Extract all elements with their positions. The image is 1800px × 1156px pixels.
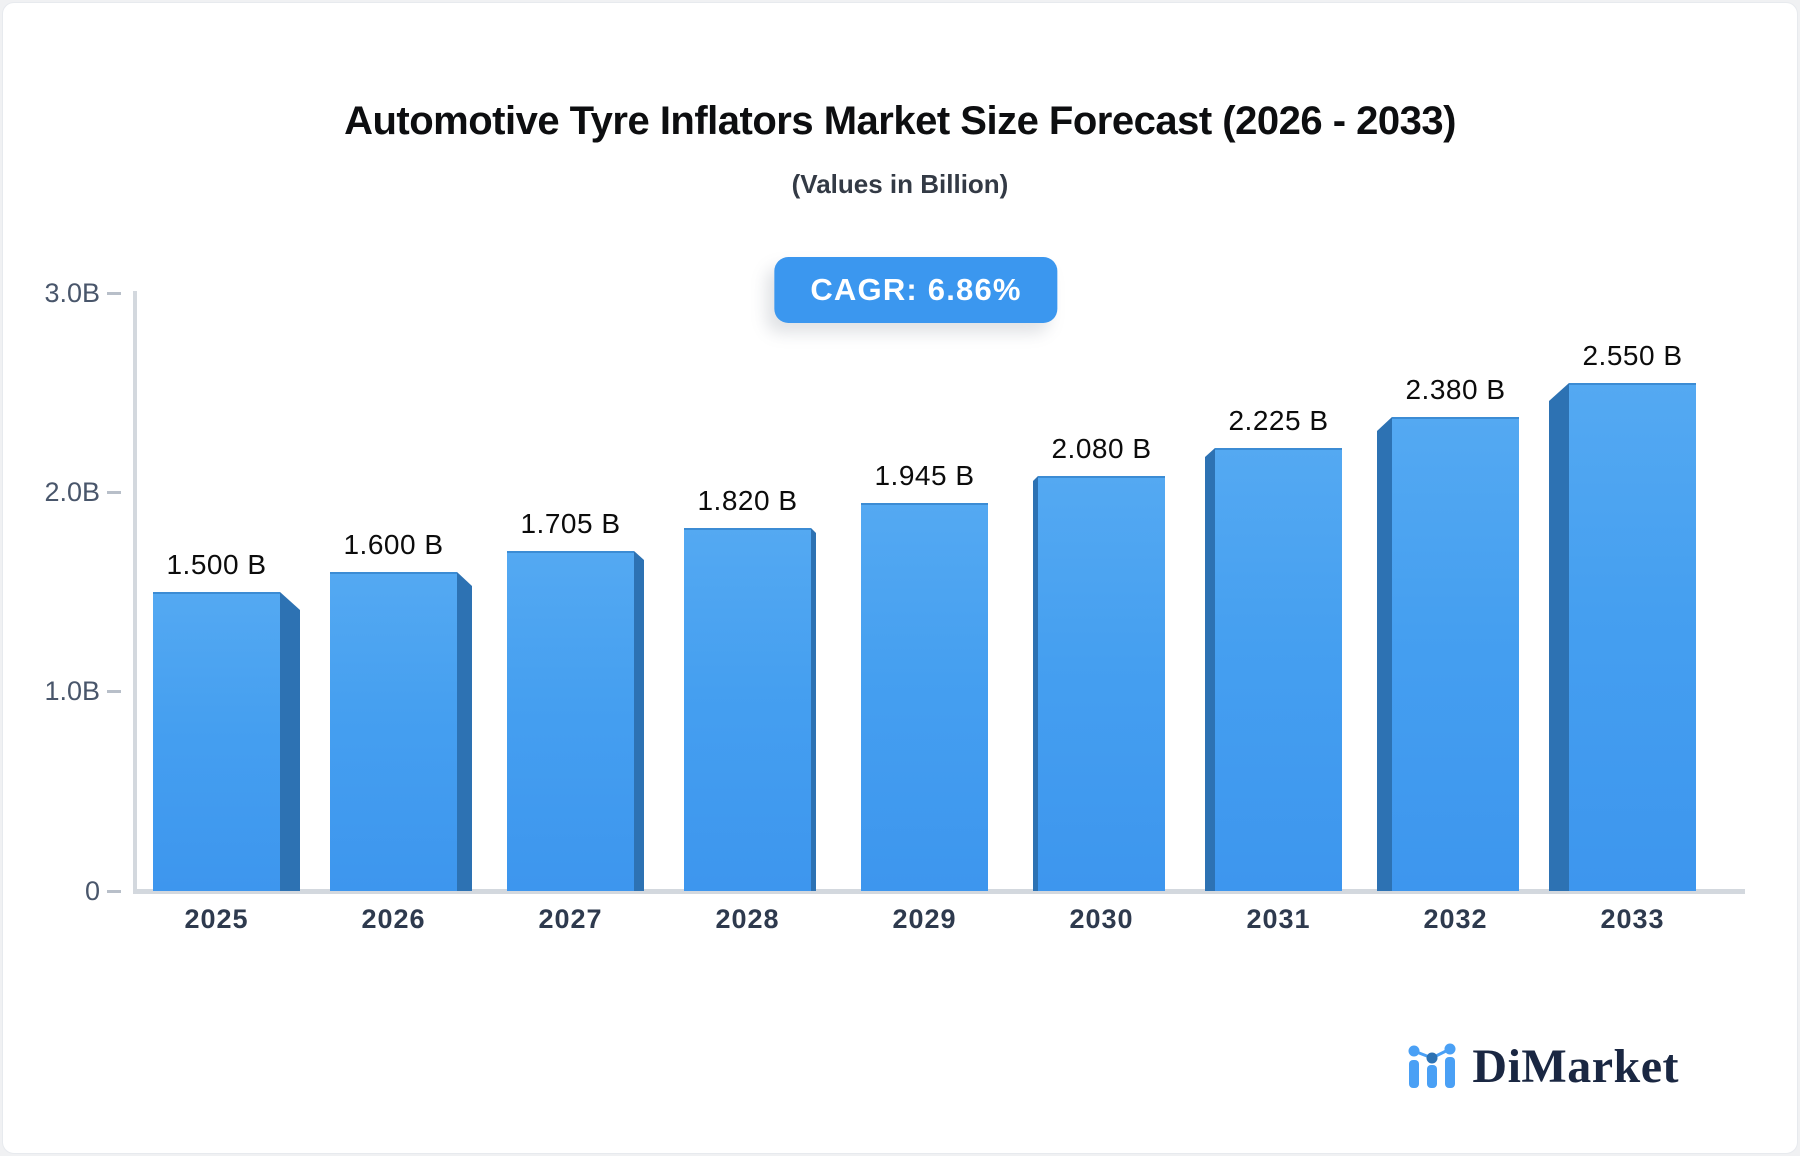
bar-2028 [684, 528, 811, 891]
bar-value-label-2033: 2.550 B [1582, 340, 1683, 371]
bar-side-2025 [280, 592, 300, 891]
bar-2033 [1569, 383, 1696, 891]
chart-title: Automotive Tyre Inflators Market Size Fo… [344, 99, 1456, 143]
bar-2030 [1038, 476, 1165, 891]
brand-logo-text: DiMarket [1472, 1040, 1679, 1093]
bar-side-2028 [811, 528, 816, 891]
bar-value-label-2032: 2.380 B [1405, 374, 1506, 405]
cagr-badge: CAGR: 6.86% [774, 257, 1058, 323]
bar-side-2031 [1205, 448, 1215, 891]
bar-value-label-2025: 1.500 B [166, 549, 267, 580]
x-axis-label-2025: 2025 [184, 904, 249, 934]
x-axis-label-2027: 2027 [538, 904, 603, 934]
bar-2026 [330, 572, 457, 891]
x-axis-label-2028: 2028 [715, 904, 780, 934]
brand-logo: DiMarket [1406, 1039, 1679, 1094]
bar-2025 [153, 592, 280, 891]
bar-value-label-2026: 1.600 B [343, 529, 444, 560]
dimarket-logo-icon [1408, 1043, 1456, 1088]
bar-side-2033 [1549, 383, 1569, 891]
y-tick-label-2.0B: 2.0B [44, 476, 100, 507]
y-tick-0 [107, 889, 121, 893]
x-axis-label-2026: 2026 [361, 904, 426, 934]
bar-value-label-2028: 1.820 B [697, 485, 798, 516]
y-tick-label-3.0B: 3.0B [44, 277, 100, 308]
bar-chart-plot-area: 3.0B 2.0B 1.0B 0 1.500 B 2025 1.600 B 2026 1.705… [3, 3, 1797, 1153]
y-tick-1.0B [107, 690, 121, 694]
bar-value-label-2029: 1.945 B [874, 460, 975, 491]
bar-2031 [1215, 448, 1342, 891]
x-axis-label-2032: 2032 [1423, 904, 1488, 934]
y-axis-line [133, 291, 137, 891]
bar-2032 [1392, 417, 1519, 891]
bar-value-label-2030: 2.080 B [1051, 433, 1152, 464]
bar-side-2032 [1377, 417, 1392, 891]
x-axis-line [133, 889, 1745, 894]
bar-value-label-2027: 1.705 B [520, 508, 621, 539]
x-axis-label-2031: 2031 [1246, 904, 1311, 934]
y-tick-2.0B [107, 490, 121, 494]
y-tick-label-0: 0 [84, 875, 100, 906]
bar-value-label-2031: 2.225 B [1228, 405, 1329, 436]
bar-side-2030 [1033, 476, 1038, 891]
chart-subtitle: (Values in Billion) [791, 169, 1009, 199]
x-axis-label-2033: 2033 [1600, 904, 1665, 934]
x-axis-label-2029: 2029 [892, 904, 957, 934]
bar-side-2027 [634, 551, 644, 891]
y-tick-label-1.0B: 1.0B [44, 676, 100, 707]
x-axis-label-2030: 2030 [1069, 904, 1134, 934]
y-tick-3.0B [107, 291, 121, 295]
bar-side-2026 [457, 572, 472, 891]
bar-2027 [507, 551, 634, 891]
bar-2029 [861, 503, 988, 891]
